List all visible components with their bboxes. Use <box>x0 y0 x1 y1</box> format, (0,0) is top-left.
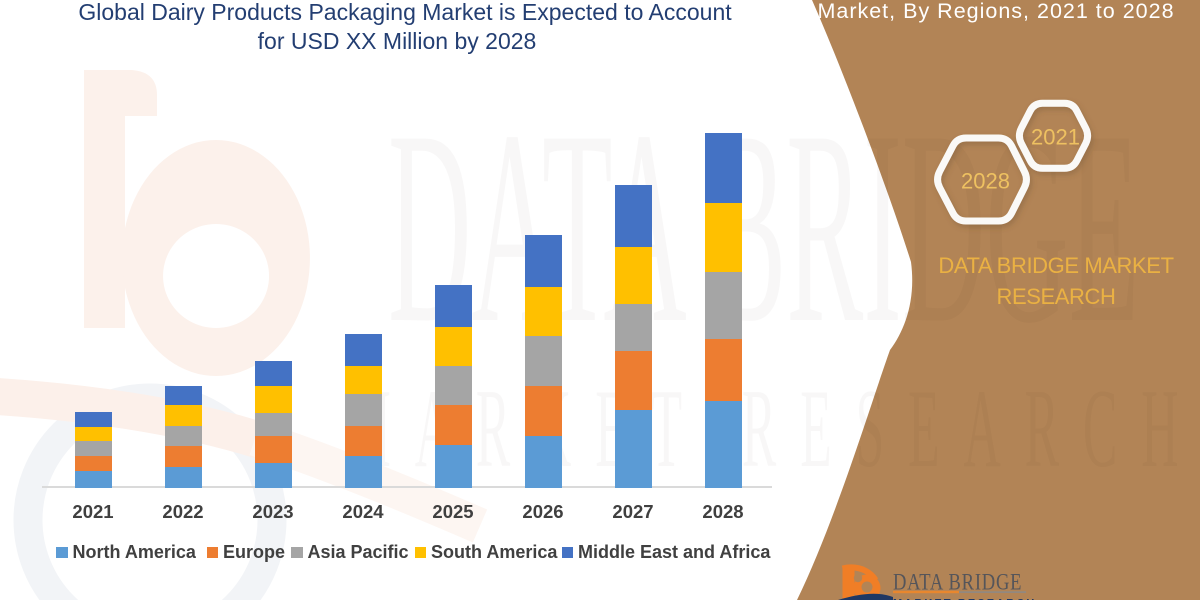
svg-text:MARKET RESEARCH: MARKET RESEARCH <box>893 598 1036 600</box>
svg-text:2028: 2028 <box>961 169 1010 194</box>
svg-text:2021: 2021 <box>1031 125 1080 150</box>
